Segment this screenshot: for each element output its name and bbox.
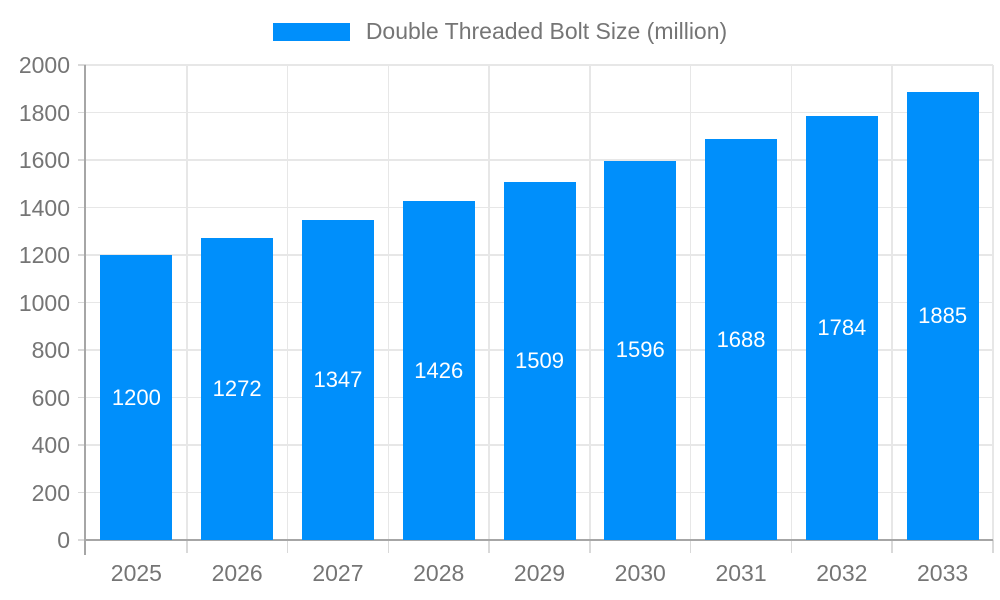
bar-2032[interactable]: 1784 — [805, 116, 878, 540]
x-tick-label: 2031 — [715, 560, 767, 586]
y-axis-tick — [78, 491, 86, 494]
x-axis-tick — [992, 540, 994, 553]
legend[interactable]: Double Threaded Bolt Size (million) — [0, 18, 1000, 45]
y-axis-tick — [78, 111, 86, 114]
y-tick-label: 1200 — [18, 242, 70, 268]
y-axis-tick — [78, 444, 86, 446]
bar-2033[interactable]: 1885 — [906, 92, 979, 540]
x-tick-label: 2032 — [816, 560, 868, 586]
x-tick-label: 2030 — [614, 560, 666, 586]
x-tick-label: 2027 — [312, 560, 364, 586]
y-axis-tick — [78, 64, 86, 66]
gridline-vertical — [589, 65, 591, 540]
x-axis-line — [86, 539, 993, 541]
x-axis-tick — [589, 540, 591, 553]
x-axis-tick — [387, 540, 390, 553]
y-tick-label: 400 — [31, 432, 70, 458]
x-axis-tick — [891, 540, 893, 553]
x-tick-label: 2033 — [917, 560, 969, 586]
gridline-vertical — [790, 65, 793, 540]
bar-value-label: 1784 — [817, 315, 867, 341]
y-tick-label: 0 — [57, 527, 70, 553]
y-tick-label: 2000 — [18, 52, 70, 78]
bar-2031[interactable]: 1688 — [705, 139, 778, 540]
x-tick-label: 2029 — [513, 560, 566, 586]
gridline-horizontal — [86, 159, 993, 161]
bar-value-label: 1347 — [313, 367, 363, 393]
gridline-horizontal — [86, 64, 993, 66]
bar-value-label: 1272 — [212, 375, 262, 401]
x-tick-label: 2028 — [413, 560, 465, 586]
y-axis-tick — [78, 301, 86, 304]
y-tick-label: 800 — [31, 337, 70, 363]
bar-2026[interactable]: 1272 — [201, 237, 274, 540]
gridline-vertical — [891, 65, 893, 540]
bar-2030[interactable]: 1596 — [604, 160, 677, 540]
bar-2027[interactable]: 1347 — [301, 220, 374, 540]
y-tick-label: 1400 — [18, 194, 70, 221]
legend-label: Double Threaded Bolt Size (million) — [365, 18, 728, 44]
y-tick-label: 200 — [31, 479, 70, 506]
gridline-horizontal — [86, 111, 993, 114]
gridline-vertical — [387, 65, 390, 540]
bar-2028[interactable]: 1426 — [402, 201, 475, 540]
bar-2029[interactable]: 1509 — [503, 181, 576, 540]
x-axis-tick — [186, 540, 188, 553]
bar-value-label: 1426 — [414, 357, 464, 383]
gridline-vertical — [689, 65, 692, 540]
gridline-vertical — [186, 65, 188, 540]
y-axis-tick — [78, 396, 86, 399]
y-axis-tick — [78, 349, 86, 351]
legend-swatch-icon — [272, 22, 350, 41]
x-axis-tick — [689, 540, 692, 553]
bar-value-label: 1200 — [111, 384, 161, 410]
y-tick-label: 600 — [31, 384, 70, 411]
y-tick-label: 1000 — [18, 289, 70, 316]
y-axis-tick — [78, 159, 86, 161]
gridline-vertical — [992, 65, 994, 540]
x-tick-label: 2026 — [211, 560, 263, 586]
x-axis-tick — [286, 540, 289, 553]
plot-area: 0 200 400 600 800 1000 1200 1400 1600 1800 2000 202… — [19, 52, 994, 586]
gridline-vertical — [286, 65, 289, 540]
x-axis-tick — [790, 540, 793, 553]
x-tick-label: 2025 — [110, 560, 162, 586]
gridline-vertical — [488, 65, 490, 540]
bar-value-label: 1885 — [918, 303, 968, 329]
bar-2025[interactable]: 1200 — [100, 255, 173, 540]
bar-value-label: 1688 — [716, 326, 766, 352]
bar-value-label: 1509 — [515, 347, 564, 373]
y-axis-tick — [78, 539, 86, 541]
y-tick-label: 1600 — [18, 147, 70, 173]
bar-value-label: 1596 — [615, 337, 665, 363]
y-axis-tick — [78, 254, 86, 256]
x-axis-tick — [488, 540, 490, 553]
y-axis-tick — [78, 206, 86, 209]
y-axis-line — [84, 65, 86, 555]
y-tick-label: 1800 — [18, 99, 70, 126]
